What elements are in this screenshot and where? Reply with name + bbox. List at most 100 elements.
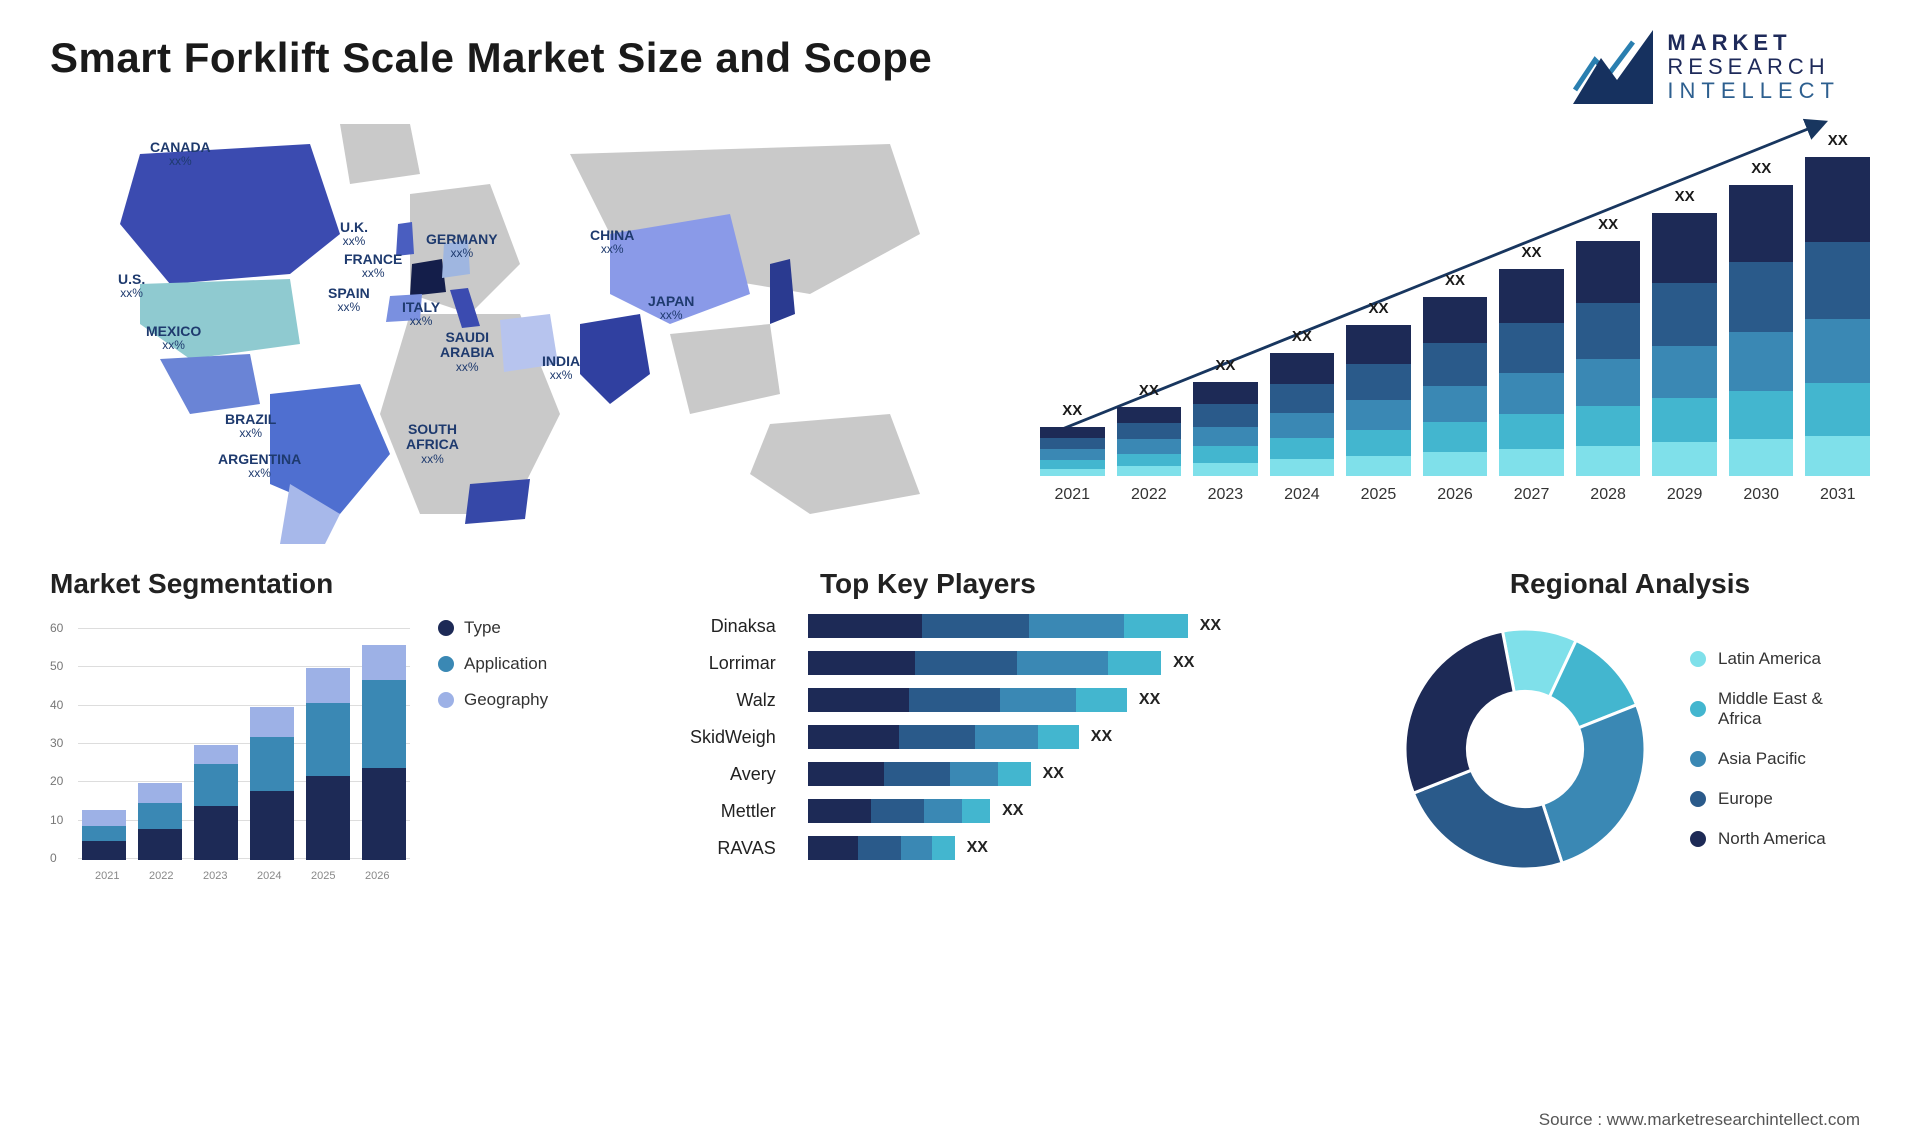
growth-year-2026: 2026: [1437, 486, 1473, 504]
player-name-avery: Avery: [730, 762, 776, 786]
player-value: XX: [1002, 802, 1023, 820]
dot-icon: [1690, 831, 1706, 847]
player-seg: [808, 799, 871, 823]
player-seg: [901, 836, 931, 860]
country-label-spain: SPAINxx%: [328, 286, 370, 315]
seg-legend-application: Application: [438, 654, 548, 674]
dot-icon: [438, 620, 454, 636]
player-seg: [932, 836, 955, 860]
player-seg: [975, 725, 1038, 749]
player-value: XX: [967, 839, 988, 857]
seg-bars: [82, 628, 406, 860]
player-row-lorrimar: XX: [808, 651, 1221, 675]
growth-col-2031: XX2031: [1805, 132, 1870, 505]
growth-seg: [1729, 185, 1794, 263]
player-seg: [899, 725, 975, 749]
player-bar: [808, 614, 1188, 638]
country-label-canada: CANADAxx%: [150, 140, 211, 169]
growth-year-2029: 2029: [1667, 486, 1703, 504]
growth-seg: [1117, 454, 1182, 466]
player-seg: [808, 836, 859, 860]
dot-icon: [1690, 751, 1706, 767]
seg-seg-geography: [362, 645, 406, 680]
growth-seg: [1423, 386, 1488, 422]
growth-value-2024: XX: [1292, 328, 1312, 345]
seg-ytick: 30: [50, 736, 63, 750]
map-shape-se-asia: [670, 324, 780, 414]
player-name-lorrimar: Lorrimar: [709, 651, 776, 675]
seg-seg-geography: [138, 783, 182, 802]
growth-seg: [1576, 359, 1641, 406]
map-shape-india: [580, 314, 650, 404]
growth-seg: [1346, 364, 1411, 400]
map-shape-south-africa: [465, 479, 530, 524]
seg-ytick: 0: [50, 851, 57, 865]
growth-seg: [1499, 373, 1564, 415]
growth-seg: [1576, 446, 1641, 476]
player-seg: [858, 836, 901, 860]
source-text: Source : www.marketresearchintellect.com: [1539, 1110, 1860, 1130]
growth-seg: [1117, 466, 1182, 476]
seg-seg-type: [138, 829, 182, 860]
seg-seg-geography: [250, 707, 294, 738]
country-label-japan: JAPANxx%: [648, 294, 694, 323]
page-title: Smart Forklift Scale Market Size and Sco…: [50, 34, 932, 82]
country-label-india: INDIAxx%: [542, 354, 580, 383]
region-legend-north-america: North America: [1690, 829, 1870, 849]
seg-seg-application: [362, 680, 406, 768]
player-value: XX: [1091, 728, 1112, 746]
growth-value-2025: XX: [1368, 300, 1388, 317]
growth-seg: [1805, 383, 1870, 436]
growth-seg: [1423, 452, 1488, 476]
player-name-walz: Walz: [736, 688, 775, 712]
seg-seg-geography: [194, 745, 238, 764]
player-seg: [1029, 614, 1124, 638]
seg-legend-label: Type: [464, 618, 501, 638]
growth-col-2021: XX 2021: [1040, 402, 1105, 505]
country-label-argentina: ARGENTINAxx%: [218, 452, 301, 481]
growth-chart-panel: XX2021XX2022XX2023XX2024XX2025XX2026XX20…: [1020, 114, 1870, 534]
growth-value-2026: XX: [1445, 272, 1465, 289]
player-seg: [950, 762, 998, 786]
growth-col-2022: XX2022: [1117, 382, 1182, 504]
region-legend-asia-pacific: Asia Pacific: [1690, 749, 1870, 769]
growth-col-2030: XX2030: [1729, 160, 1794, 504]
map-shape-brazil: [270, 384, 390, 514]
player-name-dinaksa: Dinaksa: [711, 614, 776, 638]
seg-seg-application: [138, 803, 182, 830]
map-shape-mexico: [160, 354, 260, 414]
growth-seg: [1499, 269, 1564, 323]
seg-ytick: 10: [50, 813, 63, 827]
growth-seg: [1193, 446, 1258, 463]
growth-seg: [1346, 430, 1411, 456]
growth-seg: [1805, 436, 1870, 477]
country-label-u-s-: U.S.xx%: [118, 272, 145, 301]
donut-slice-asia-pacific: [1543, 705, 1645, 863]
seg-ytick: 40: [50, 698, 63, 712]
players-bars: XXXXXXXXXXXXXX: [808, 614, 1221, 860]
country-label-mexico: MEXICOxx%: [146, 324, 201, 353]
growth-seg: [1040, 449, 1105, 460]
growth-value-2021: XX: [1062, 402, 1082, 419]
map-shape-australia: [750, 414, 920, 514]
player-row-mettler: XX: [808, 799, 1221, 823]
growth-seg: [1576, 406, 1641, 445]
dot-icon: [1690, 651, 1706, 667]
growth-seg: [1729, 262, 1794, 332]
seg-seg-application: [250, 737, 294, 791]
country-label-italy: ITALYxx%: [402, 300, 440, 329]
player-seg: [871, 799, 924, 823]
seg-seg-application: [82, 826, 126, 841]
growth-seg: [1729, 391, 1794, 439]
growth-year-2021: 2021: [1054, 486, 1090, 504]
seg-legend-label: Geography: [464, 690, 548, 710]
growth-seg: [1805, 157, 1870, 243]
growth-seg: [1040, 460, 1105, 469]
player-value: XX: [1043, 765, 1064, 783]
region-legend-label: Latin America: [1718, 649, 1821, 669]
growth-seg: [1040, 469, 1105, 476]
country-label-china: CHINAxx%: [590, 228, 634, 257]
player-row-walz: XX: [808, 688, 1221, 712]
growth-year-2031: 2031: [1820, 486, 1856, 504]
seg-year-2023: 2023: [203, 870, 227, 882]
